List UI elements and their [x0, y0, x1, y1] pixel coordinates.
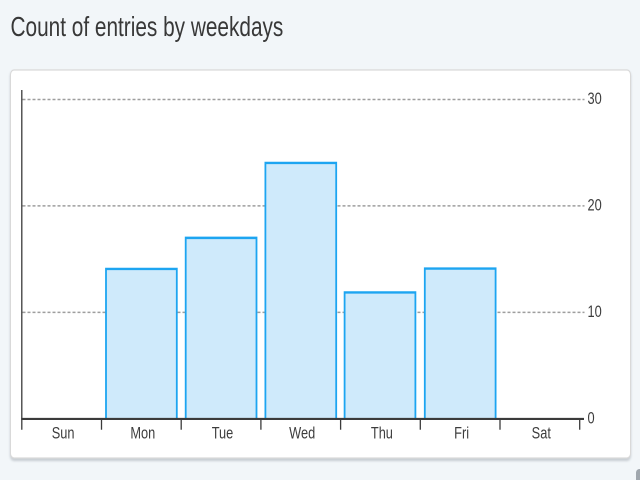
svg-text:Sun: Sun: [52, 424, 75, 443]
svg-text:Wed: Wed: [289, 424, 315, 443]
svg-text:30: 30: [588, 89, 602, 108]
svg-text:10: 10: [588, 302, 602, 321]
svg-text:Mon: Mon: [130, 424, 155, 443]
svg-text:Fri: Fri: [454, 424, 469, 443]
svg-text:0: 0: [588, 409, 595, 428]
svg-text:20: 20: [588, 196, 602, 215]
svg-text:Thu: Thu: [371, 424, 393, 443]
svg-text:Sat: Sat: [532, 424, 552, 443]
svg-text:Tue: Tue: [212, 424, 234, 443]
